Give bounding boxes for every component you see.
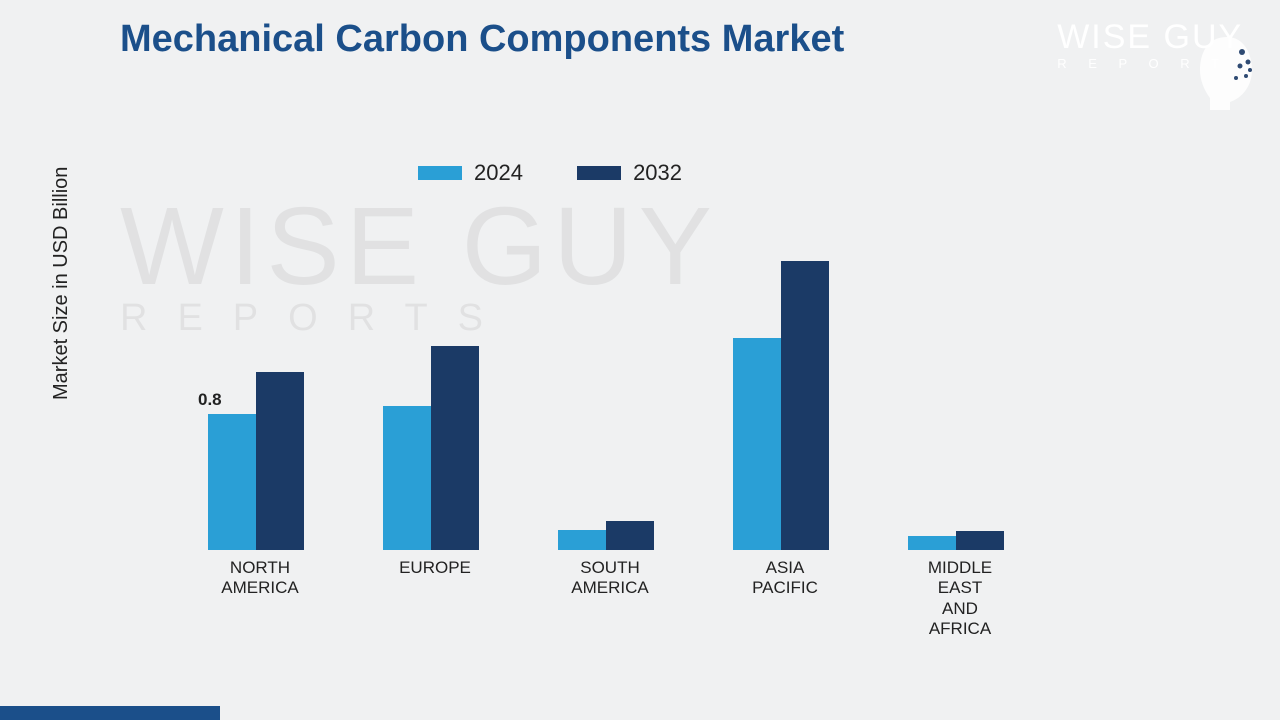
legend-label-2024: 2024 bbox=[474, 160, 523, 186]
bar bbox=[558, 530, 606, 550]
bar bbox=[256, 372, 304, 551]
bar bbox=[383, 406, 431, 551]
x-tick-label: SOUTHAMERICA bbox=[540, 558, 680, 599]
y-axis-label: Market Size in USD Billion bbox=[50, 167, 73, 400]
page-root: WISE GUY R E P O R T S Mechanical Carbon… bbox=[0, 0, 1280, 720]
bar bbox=[208, 414, 256, 550]
x-tick-label: ASIAPACIFIC bbox=[715, 558, 855, 599]
plot-area: 0.8 bbox=[150, 210, 1020, 550]
x-tick-label: EUROPE bbox=[365, 558, 505, 578]
legend-label-2032: 2032 bbox=[633, 160, 682, 186]
bar bbox=[781, 261, 829, 550]
x-tick-label: MIDDLEEASTANDAFRICA bbox=[890, 558, 1030, 640]
legend-swatch-2024 bbox=[418, 166, 462, 180]
legend-swatch-2032 bbox=[577, 166, 621, 180]
bar-value-label: 0.8 bbox=[198, 390, 222, 410]
bar bbox=[956, 531, 1004, 550]
legend: 2024 2032 bbox=[60, 160, 1040, 186]
bar bbox=[431, 346, 479, 550]
bottom-accent-bar bbox=[0, 706, 220, 720]
brand-logo: WISE GUY R E P O R T S bbox=[1057, 20, 1258, 71]
chart-area: Market Size in USD Billion 2024 2032 0.8… bbox=[60, 160, 1040, 640]
x-tick-label: NORTHAMERICA bbox=[190, 558, 330, 599]
legend-item-2024: 2024 bbox=[418, 160, 523, 186]
bar bbox=[908, 536, 956, 550]
head-icon bbox=[1192, 32, 1262, 112]
legend-item-2032: 2032 bbox=[577, 160, 682, 186]
bar bbox=[606, 521, 654, 550]
chart-title: Mechanical Carbon Components Market bbox=[120, 18, 844, 61]
bar bbox=[733, 338, 781, 551]
